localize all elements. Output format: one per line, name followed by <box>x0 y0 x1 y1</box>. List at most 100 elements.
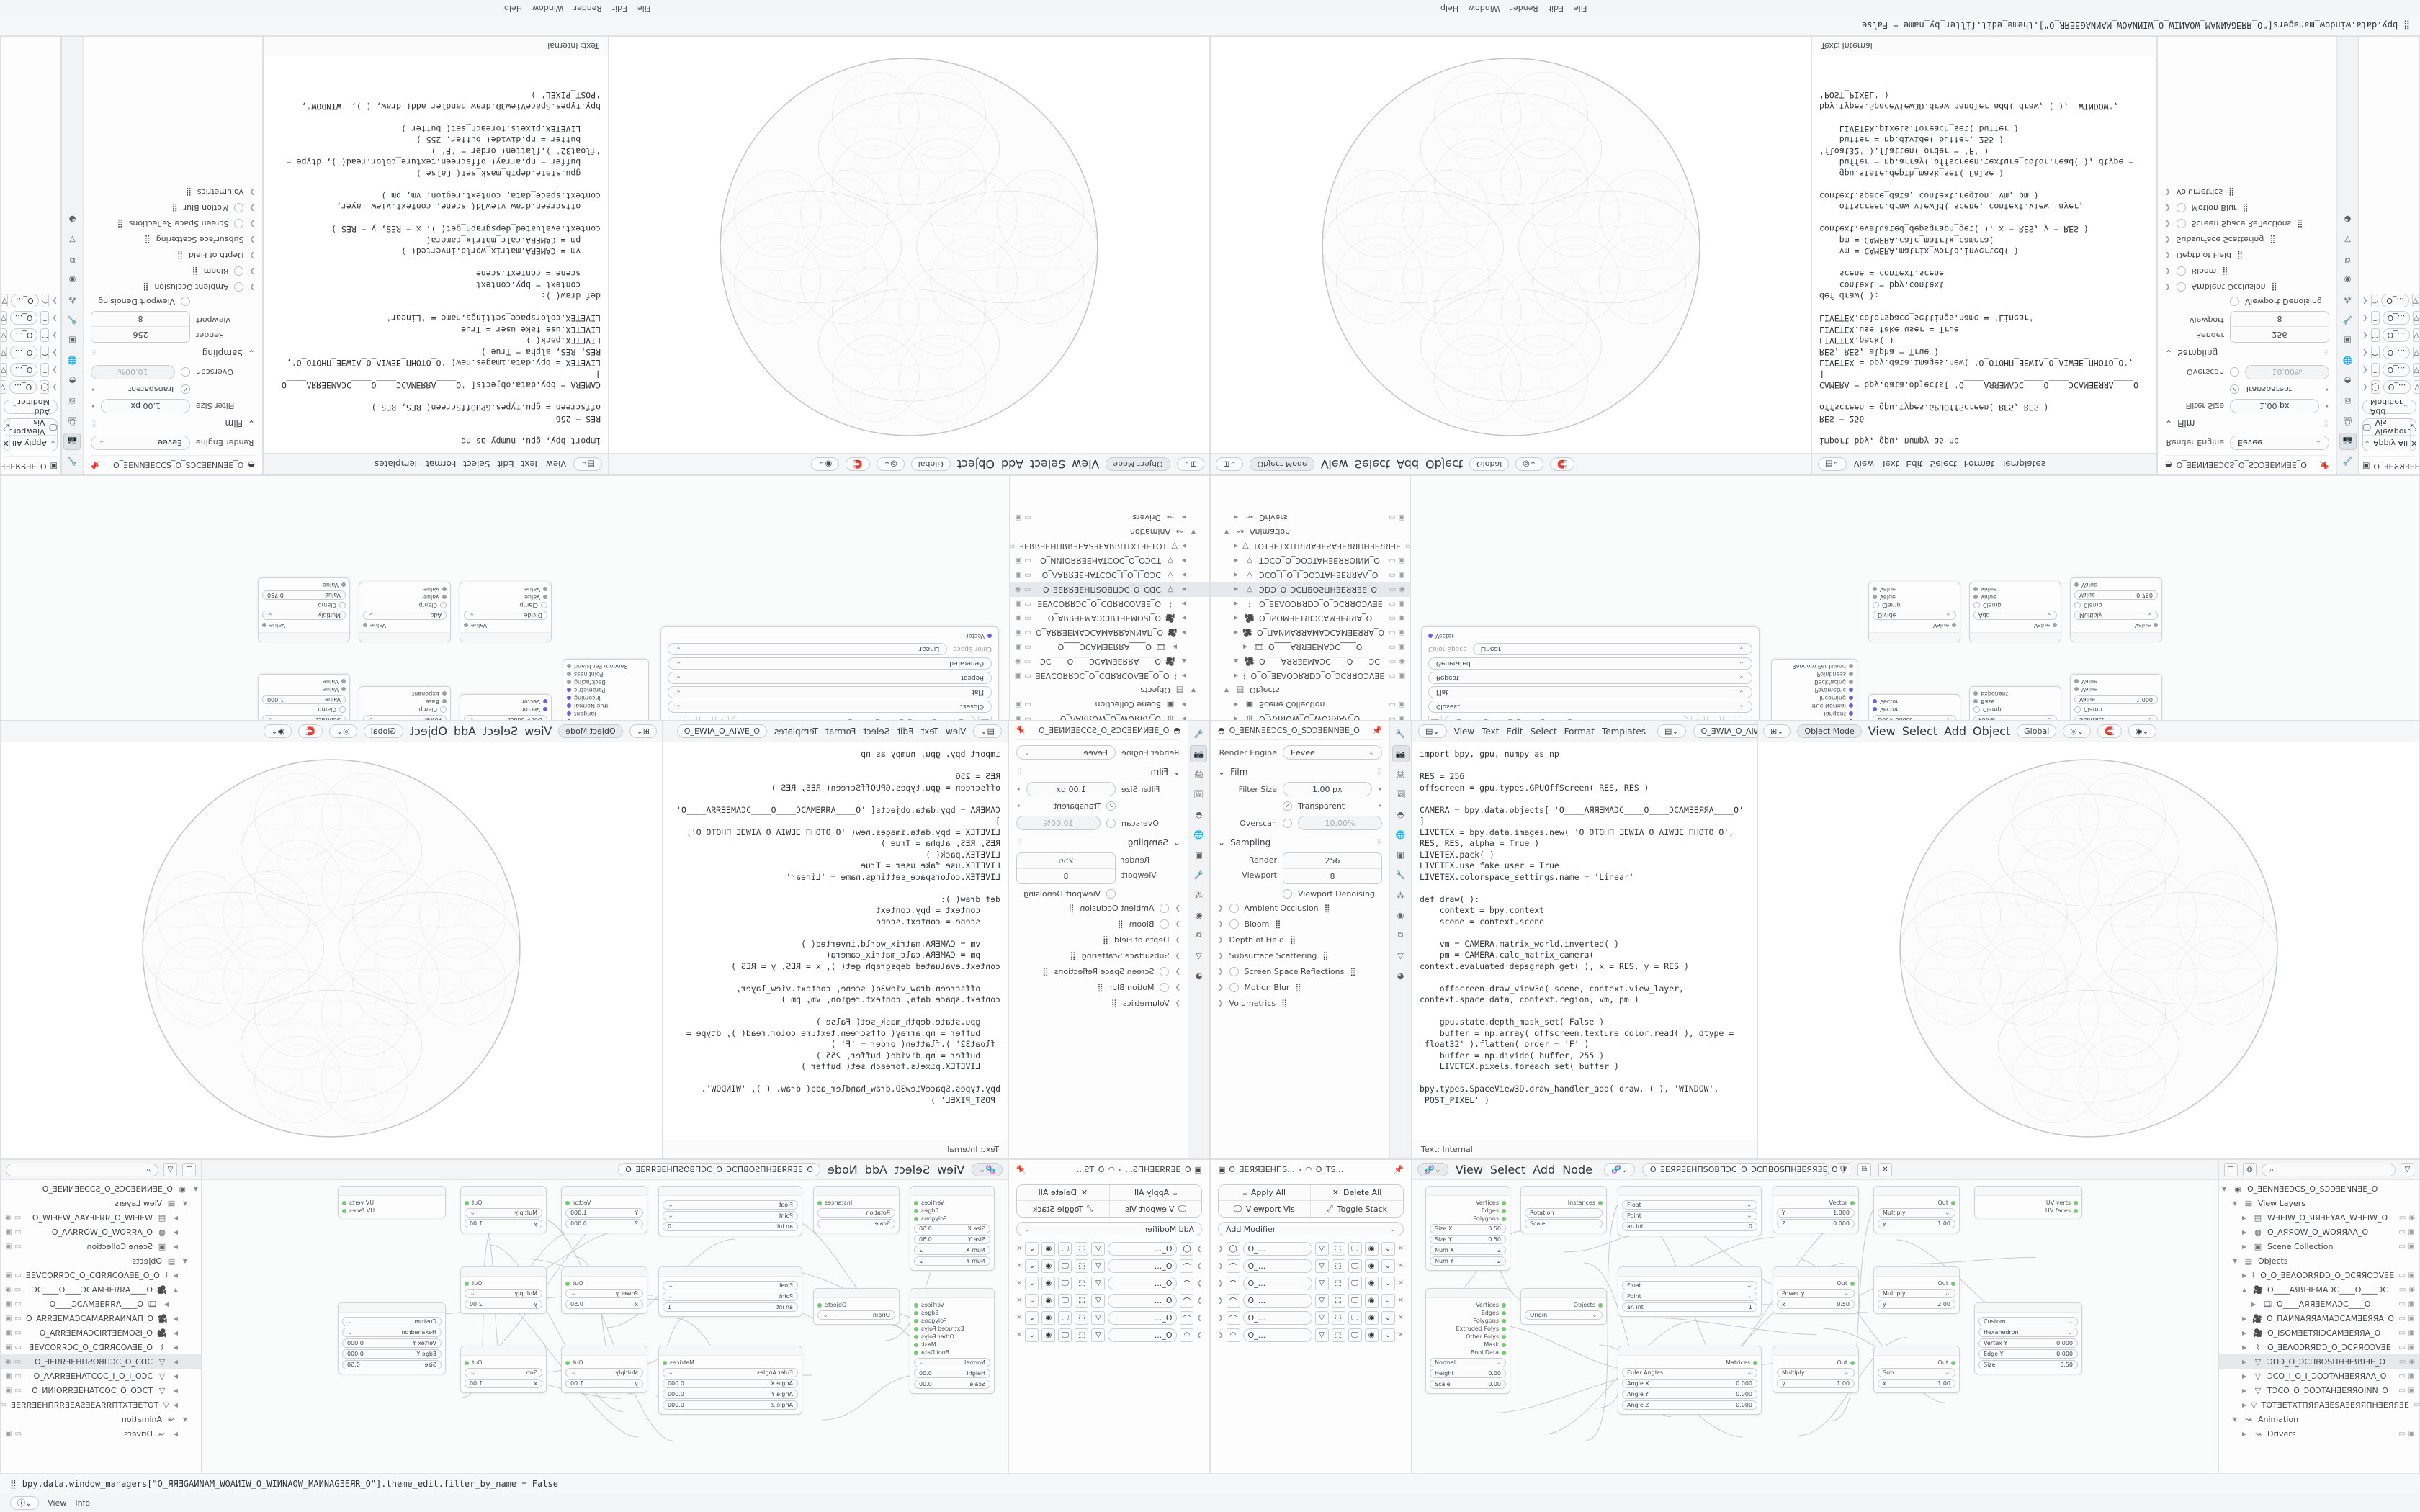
modifier-name-field[interactable]: O_... <box>1108 1259 1177 1273</box>
outliner-row-toggles[interactable]: ▭▣ <box>5 1387 22 1395</box>
edit-mode-display-icon[interactable]: ▽ <box>1091 1277 1105 1290</box>
property-row[interactable]: Transparent• <box>1218 801 1382 811</box>
sampling-render-value[interactable]: 256 <box>1283 853 1381 868</box>
transparent-checkbox[interactable] <box>1106 801 1116 811</box>
chevron-right-icon[interactable]: ❯ <box>1218 1332 1224 1339</box>
operation-select[interactable]: Power y <box>1777 1289 1855 1298</box>
properties-tab-view-layer[interactable]: 🖼 <box>2339 392 2357 410</box>
chevron-right-icon[interactable]: ❯ <box>2165 252 2171 259</box>
outliner-row[interactable]: ▲ 🎥 O____AЯЯƎEMAƆC____O____ƆC ▭ ◉ <box>1 1282 201 1297</box>
menu-help[interactable]: Help <box>504 4 522 13</box>
node-header[interactable] <box>1773 1267 1858 1277</box>
restrict-viewport-icon[interactable]: ▭ <box>14 1315 21 1323</box>
clamp-row[interactable]: Clamp <box>464 601 547 609</box>
source-select[interactable]: Hexahedron <box>1978 1328 2078 1337</box>
outliner-tree-bl[interactable]: ▼ ◉ O_ƎENNƎEƆCS_O_SƆƆƎENNƎE_O ▼ ▤ View Lay… <box>1 1180 201 1442</box>
modifier-row[interactable]: ❯◯O_...▽⬚🖵◉⌄✕ <box>1218 1242 1404 1256</box>
output-socket[interactable] <box>1849 672 1853 677</box>
text-menu-select-br[interactable]: Select <box>1531 726 1557 737</box>
properties-tab-constraint[interactable]: ⧉ <box>64 251 81 269</box>
node-header[interactable] <box>1874 1346 1959 1356</box>
outliner-row[interactable]: ▶▽TOTƎETXTΠЯЯAƎESAƎEЯЯΠHƎEЯЯƎE▭▣ <box>2219 1398 2419 1412</box>
disclosure-triangle-icon[interactable]: ▶ <box>2242 1359 2249 1365</box>
outliner-row-toggles[interactable]: ▭▣ <box>1015 672 1031 680</box>
section-header[interactable]: ⌄ Film ⣿ <box>91 418 255 428</box>
math-input[interactable]: Vector <box>464 706 547 714</box>
outliner-row[interactable]: ▶ ⌇ O_ƎEΛOƆRЯDƆ_O_ƆCЯЯOƆVƎE ▭ ▣ <box>1 1340 201 1354</box>
output-socket[interactable] <box>914 1327 918 1331</box>
math-input[interactable]: Vector <box>1873 698 1956 706</box>
geometry-node-math[interactable]: OutSubx1.00 <box>460 1346 547 1393</box>
math-node[interactable]: ValueDivideClampValueValue <box>460 582 552 642</box>
disclosure-triangle-icon[interactable]: ▼ <box>2233 1258 2239 1264</box>
properties-tab-material[interactable]: ◕ <box>1191 967 1208 984</box>
collapsed-section[interactable]: ❯ Bloom ⣿ <box>91 266 255 276</box>
properties-tab-scene[interactable]: ◓ <box>1191 806 1208 823</box>
outliner-row[interactable]: ▲ 🎥 O____AЯЯƎEMAƆC____O____ƆC ▭ ◉ <box>1010 654 1209 669</box>
node-field[interactable]: y 1.00 <box>565 1379 643 1388</box>
viewport-menu-select[interactable]: Select <box>1030 457 1065 471</box>
clamp-checkbox[interactable] <box>2074 706 2081 713</box>
properties-tab-physics[interactable]: ◉ <box>2339 271 2357 289</box>
disclosure-triangle-icon[interactable]: ▶ <box>1234 572 1240 579</box>
clamp-checkbox[interactable] <box>1873 602 1879 608</box>
modifier-name-field[interactable]: O_... <box>10 363 38 377</box>
chevron-right-icon[interactable]: ❯ <box>1196 1280 1202 1287</box>
node-output[interactable]: Bool Data <box>914 1349 990 1356</box>
modifier-row[interactable]: ❯⌒O_...▽⬚🖵◉⌄✕ <box>4 311 58 325</box>
output-socket[interactable] <box>567 665 571 669</box>
properties-tab-collection[interactable]: ▣ <box>1191 846 1208 863</box>
operation-select[interactable]: Multiply <box>1777 1368 1855 1377</box>
viewport-header-bl[interactable]: ⊞⌄ Object Mode View Select Add Object Gl… <box>1 721 662 742</box>
properties-tab-tool[interactable]: 🔧 <box>1392 725 1410 742</box>
menu-window[interactable]: Window <box>532 4 563 13</box>
output-socket[interactable] <box>914 1351 918 1355</box>
modifier-row[interactable]: ❯⌒O_...▽⬚🖵◉⌄✕ <box>1016 1311 1202 1325</box>
geometry-node-grid[interactable]: Vertices Edges Polygons Size X 0.50 Size Y 0.5… <box>1425 1186 1510 1271</box>
outliner-row-toggles[interactable]: ▭◉ <box>1015 586 1031 594</box>
domain-select[interactable]: Point <box>1622 1211 1757 1220</box>
properties-tab-strip-tr[interactable]: 🔧 📷 🖨 🖼 ◓ 🌐 ▣ 🔧 ⁂ ◉ ⧉ ▽ ◕ <box>2336 37 2358 474</box>
restrict-render-icon[interactable]: ▣ <box>1015 672 1021 680</box>
restrict-viewport-icon[interactable]: ▭ <box>1389 658 1396 666</box>
section-toggle-checkbox[interactable] <box>2177 266 2186 276</box>
output-socket[interactable] <box>1502 1201 1506 1205</box>
pin-icon[interactable]: 📌 <box>1372 726 1382 735</box>
restrict-viewport-icon[interactable]: ▭ <box>1389 557 1395 565</box>
modifier-extras-icon[interactable]: ⌄ <box>1381 1294 1395 1308</box>
node-field[interactable]: x 0.50 <box>1777 1300 1855 1309</box>
collapsed-section[interactable]: ❯ Screen Space Reflections ⣿ <box>2165 219 2329 228</box>
section-toggle-checkbox[interactable] <box>1160 904 1169 913</box>
collapsed-section[interactable]: ❯ Screen Space Reflections ⣿ <box>91 219 255 228</box>
output-socket[interactable] <box>342 1201 346 1205</box>
math-input[interactable]: Value <box>1973 593 2057 601</box>
text-menu-templates-tr[interactable]: Templates <box>2002 459 2045 469</box>
chevron-right-icon[interactable]: ❯ <box>2362 315 2368 322</box>
edit-mode-display-icon[interactable]: ▽ <box>2413 363 2419 377</box>
restrict-viewport-icon[interactable]: ▭ <box>2399 1286 2406 1294</box>
node-header[interactable] <box>659 1187 802 1196</box>
modifier-properties-tr[interactable]: ▣O_ƎEЯЯƎEHΠS...›◠O_TS...📌⤓Apply All✕Dele… <box>2359 36 2420 475</box>
node-header[interactable] <box>339 1187 445 1196</box>
node-header[interactable] <box>339 1303 445 1313</box>
output-socket[interactable] <box>1598 1303 1603 1308</box>
math-input[interactable]: Base <box>363 698 447 706</box>
geometry-node-math[interactable]: OutPower yx0.50 <box>1773 1266 1859 1314</box>
node-header[interactable] <box>659 1346 802 1356</box>
output-socket[interactable] <box>1849 688 1853 693</box>
restrict-viewport-icon[interactable]: ▭ <box>2399 1214 2406 1222</box>
modifier-apply-all-button[interactable]: ⤓ Apply All <box>1109 1185 1201 1201</box>
disclosure-triangle-icon[interactable]: ▶ <box>2242 1373 2249 1380</box>
restrict-render-icon[interactable]: ▣ <box>5 1243 12 1251</box>
outliner-row-toggles[interactable]: ▭▣ <box>1015 514 1031 522</box>
chevron-right-icon[interactable]: ❯ <box>2165 236 2171 243</box>
output-socket[interactable] <box>465 1282 469 1286</box>
geonodes-editor-bl[interactable]: 🧬⌄ View Select Add Node O_ƎEЯЯƎEHΠSOBΠƆC… <box>202 1159 1008 1476</box>
modifier-properties-bl[interactable]: ▣ O_ƎEЯЯƎEHΠS... › ◠ O_TS... 📌 ⤓ Apply All ✕ Dele… <box>1008 1159 1210 1476</box>
viewport-menu-object-tr[interactable]: Object <box>1425 457 1463 471</box>
section-header[interactable]: ⌄ Sampling ⣿ <box>2165 348 2329 358</box>
node-field[interactable]: Scale 0.00 <box>914 1380 990 1389</box>
outliner-row-toggles[interactable]: ▭▣ <box>5 1329 22 1337</box>
node-header[interactable] <box>1975 1303 2081 1313</box>
node-field[interactable]: y 2.00 <box>465 1300 542 1309</box>
